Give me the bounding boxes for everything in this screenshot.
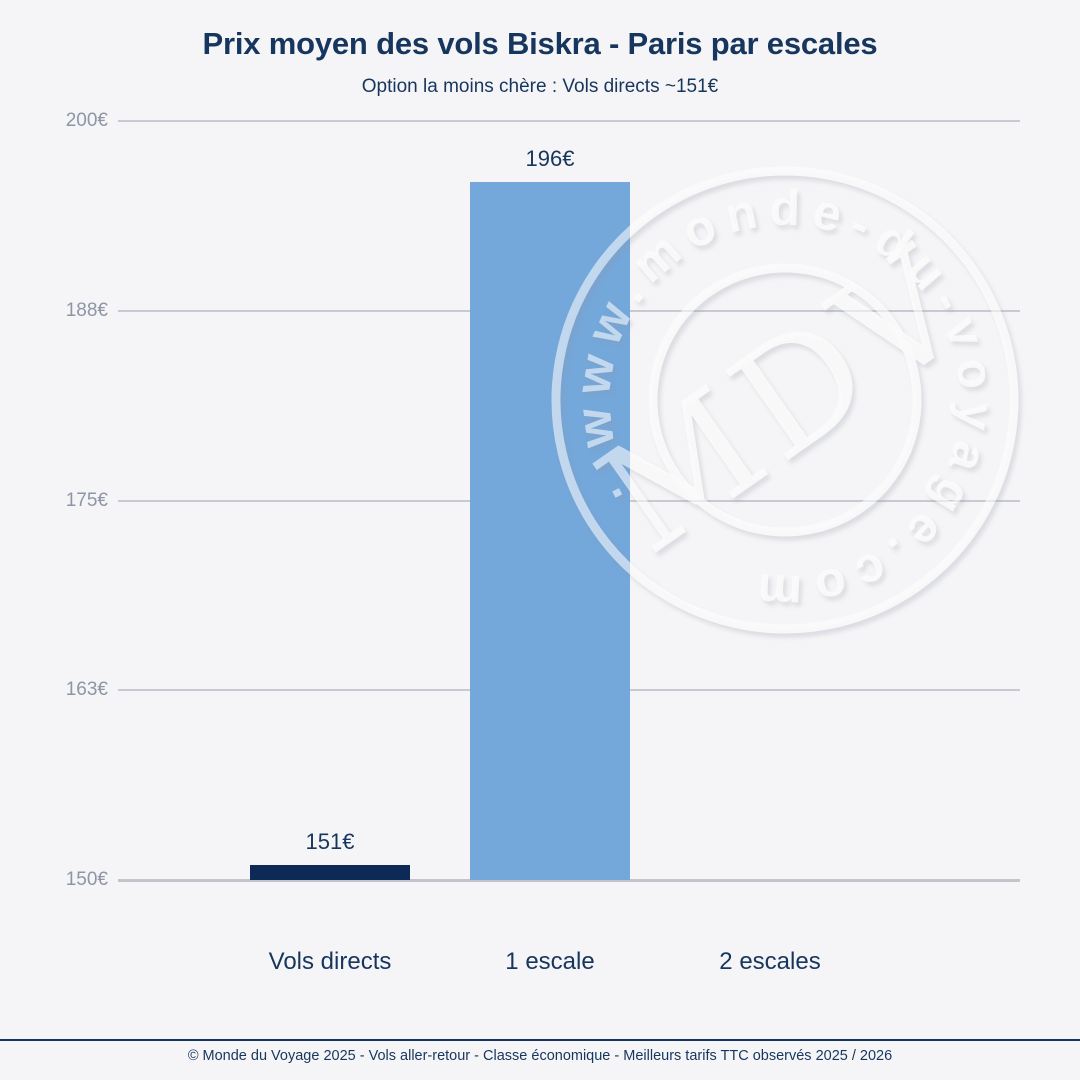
watermark-center-text: MDV [570,213,1000,587]
bar-vols-directs [250,865,410,880]
gridline [118,120,1020,122]
y-axis-label: 175€ [65,490,108,511]
chart-title: Prix moyen des vols Biskra - Paris par e… [202,26,878,61]
gridline [118,879,1020,882]
value-label: 151€ [305,829,355,854]
y-axis-label: 188€ [65,300,108,321]
bar-1-escale [470,182,630,880]
value-label: 196€ [525,146,575,171]
y-axis-label: 163€ [65,679,108,700]
y-axis-label: 150€ [65,869,108,890]
watermark-inner-ring [648,263,922,537]
x-axis-label: 1 escale [505,948,595,975]
chart-subtitle: Option la moins chère : Vols directs ~15… [361,76,719,97]
y-axis-label: 200€ [65,110,108,131]
footer-divider [0,1039,1080,1041]
x-axis-label: Vols directs [268,948,392,975]
footer-text: © Monde du Voyage 2025 - Vols aller-reto… [187,1048,893,1064]
x-axis-label: 2 escales [719,948,821,975]
